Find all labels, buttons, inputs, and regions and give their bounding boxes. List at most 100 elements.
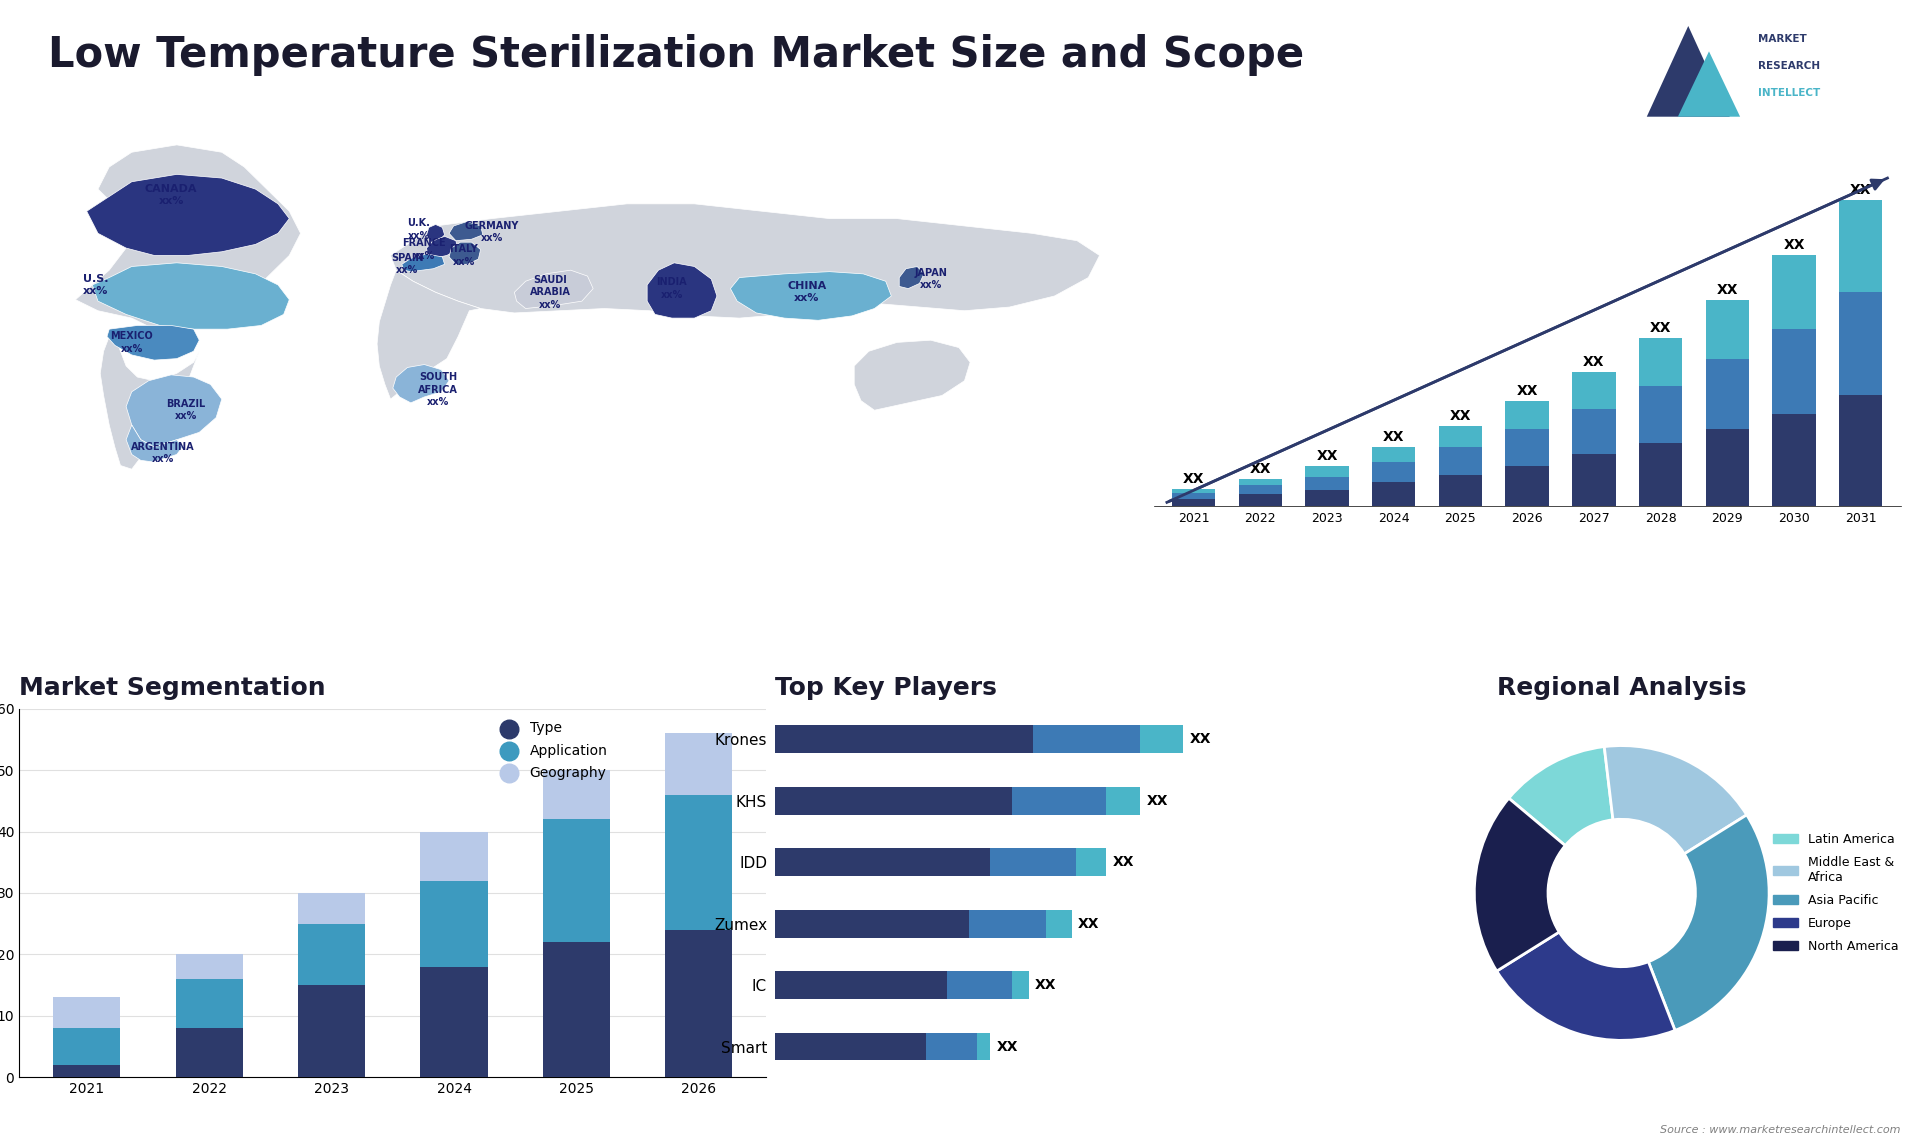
Bar xyxy=(1839,395,1882,507)
Bar xyxy=(1505,401,1549,429)
Bar xyxy=(1306,477,1348,489)
Polygon shape xyxy=(394,364,449,403)
Bar xyxy=(1373,462,1415,482)
Legend: Type, Application, Geography: Type, Application, Geography xyxy=(490,715,612,785)
Wedge shape xyxy=(1649,815,1768,1030)
Wedge shape xyxy=(1605,746,1747,854)
Bar xyxy=(776,848,991,876)
Bar xyxy=(1238,479,1283,486)
Text: XX: XX xyxy=(1649,321,1672,335)
Bar xyxy=(1572,372,1615,409)
Bar xyxy=(776,1033,925,1060)
Legend: Latin America, Middle East &
Africa, Asia Pacific, Europe, North America: Latin America, Middle East & Africa, Asi… xyxy=(1768,827,1903,958)
Bar xyxy=(1306,489,1348,507)
Bar xyxy=(1306,466,1348,477)
Bar xyxy=(175,1028,244,1077)
Bar xyxy=(1572,409,1615,455)
Polygon shape xyxy=(390,204,1100,319)
Bar xyxy=(977,1033,991,1060)
Text: XX: XX xyxy=(1079,917,1100,931)
Polygon shape xyxy=(1678,52,1740,117)
Bar xyxy=(54,997,121,1028)
Bar xyxy=(1373,482,1415,507)
Text: Source : www.marketresearchintellect.com: Source : www.marketresearchintellect.com xyxy=(1661,1124,1901,1135)
Bar xyxy=(54,1065,121,1077)
Bar xyxy=(991,848,1075,876)
Bar xyxy=(298,924,365,986)
Polygon shape xyxy=(376,270,480,399)
Bar xyxy=(1171,499,1215,507)
Bar xyxy=(1238,494,1283,507)
Text: XX: XX xyxy=(1517,384,1538,398)
Text: SPAIN
xx%: SPAIN xx% xyxy=(392,253,424,275)
Text: XX: XX xyxy=(1146,794,1169,808)
Polygon shape xyxy=(449,221,482,241)
Bar xyxy=(420,967,488,1077)
Bar xyxy=(970,910,1046,937)
Bar xyxy=(1238,486,1283,494)
Text: ARGENTINA
xx%: ARGENTINA xx% xyxy=(131,441,196,464)
Text: XX: XX xyxy=(1584,355,1605,369)
Polygon shape xyxy=(426,225,445,242)
Polygon shape xyxy=(86,174,290,256)
Text: INDIA
xx%: INDIA xx% xyxy=(657,277,687,300)
Title: Regional Analysis: Regional Analysis xyxy=(1498,676,1747,700)
Bar xyxy=(175,979,244,1028)
Text: ITALY
xx%: ITALY xx% xyxy=(449,244,478,267)
Bar xyxy=(947,972,1012,999)
Text: XX: XX xyxy=(1851,183,1872,197)
Bar xyxy=(1438,476,1482,507)
Bar xyxy=(298,986,365,1077)
Text: JAPAN
xx%: JAPAN xx% xyxy=(914,268,947,290)
Text: RESEARCH: RESEARCH xyxy=(1759,61,1820,71)
Bar xyxy=(1640,444,1682,507)
Text: CANADA
xx%: CANADA xx% xyxy=(144,183,198,206)
Circle shape xyxy=(1548,819,1695,967)
Bar xyxy=(1705,359,1749,429)
Bar xyxy=(1505,429,1549,465)
Text: MEXICO
xx%: MEXICO xx% xyxy=(109,331,154,354)
Bar xyxy=(1640,386,1682,444)
Bar xyxy=(54,1028,121,1065)
Polygon shape xyxy=(92,262,290,329)
Bar xyxy=(1640,338,1682,386)
Text: GERMANY
xx%: GERMANY xx% xyxy=(465,221,518,243)
Bar xyxy=(776,910,970,937)
Text: FRANCE
xx%: FRANCE xx% xyxy=(403,238,445,261)
Bar xyxy=(1839,292,1882,395)
Text: XX: XX xyxy=(1382,430,1405,445)
Bar xyxy=(175,955,244,979)
Text: XX: XX xyxy=(1716,283,1738,297)
Text: U.K.
xx%: U.K. xx% xyxy=(407,219,430,241)
Bar xyxy=(664,929,732,1077)
Bar xyxy=(543,819,611,942)
Wedge shape xyxy=(1498,932,1674,1041)
Bar xyxy=(776,725,1033,753)
Bar xyxy=(776,972,947,999)
Polygon shape xyxy=(647,262,716,319)
Bar xyxy=(1033,725,1140,753)
Bar xyxy=(420,880,488,967)
Polygon shape xyxy=(1647,26,1730,117)
Text: SOUTH
AFRICA
xx%: SOUTH AFRICA xx% xyxy=(419,372,457,407)
Text: XX: XX xyxy=(1450,409,1471,424)
Bar xyxy=(1705,299,1749,359)
Bar xyxy=(1438,426,1482,447)
Polygon shape xyxy=(75,144,301,329)
Bar xyxy=(1012,787,1106,815)
Bar xyxy=(298,893,365,924)
Bar xyxy=(1140,725,1183,753)
Wedge shape xyxy=(1475,799,1565,971)
Text: SAUDI
ARABIA
xx%: SAUDI ARABIA xx% xyxy=(530,275,570,309)
Text: Market Segmentation: Market Segmentation xyxy=(19,676,326,700)
Bar xyxy=(1106,787,1140,815)
Bar xyxy=(1171,493,1215,499)
Text: XX: XX xyxy=(1035,979,1056,992)
Bar xyxy=(1572,455,1615,507)
Bar xyxy=(1772,414,1816,507)
Polygon shape xyxy=(449,242,480,265)
Bar xyxy=(1012,972,1029,999)
Text: CHINA
xx%: CHINA xx% xyxy=(787,281,828,304)
Text: BRAZIL
xx%: BRAZIL xx% xyxy=(167,399,205,422)
Polygon shape xyxy=(127,425,182,462)
